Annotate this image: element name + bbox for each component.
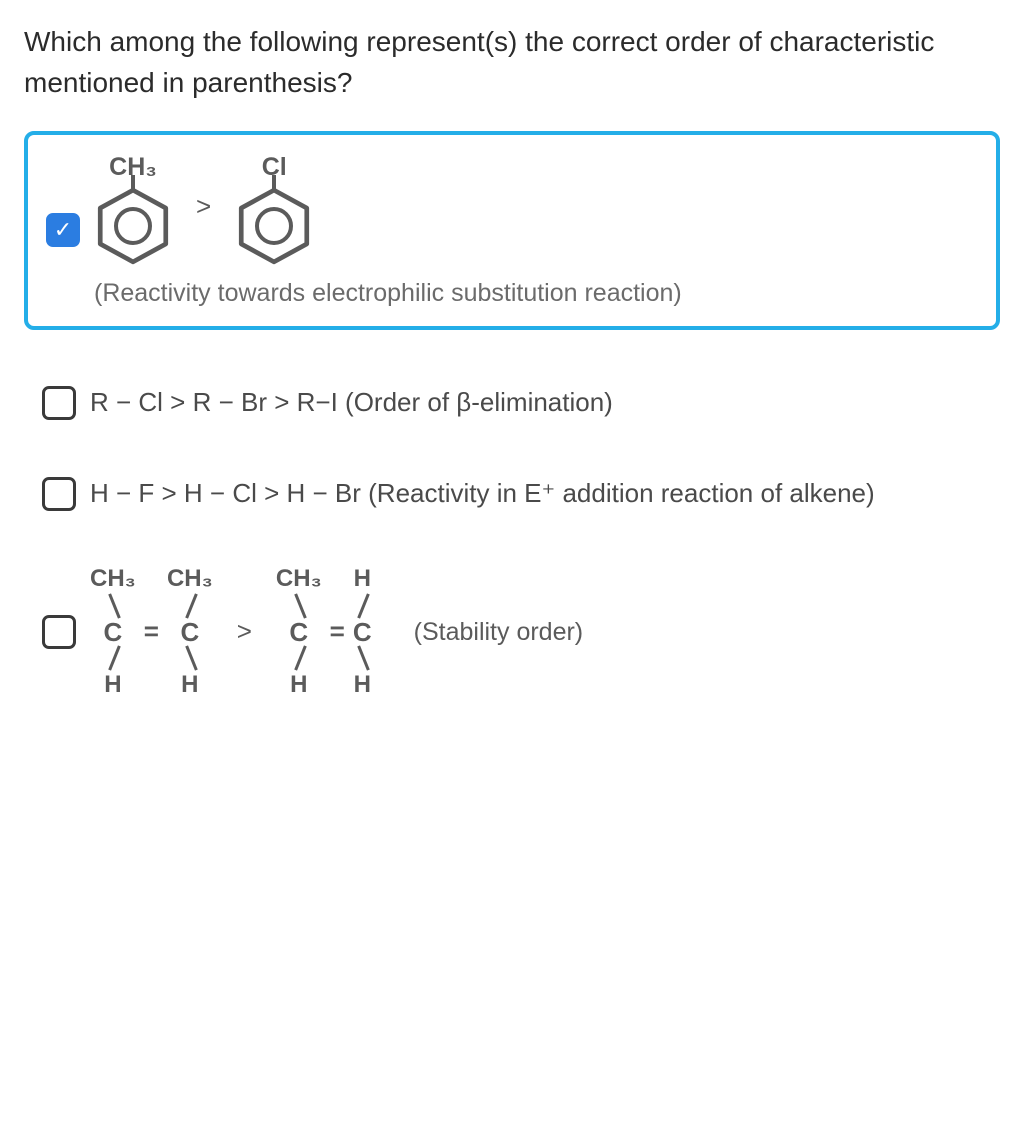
option-4-label: (Stability order) (414, 614, 584, 650)
b-tr: H (354, 567, 371, 591)
checkbox-2[interactable] (42, 386, 76, 420)
alkene-a: CH₃ C H = CH₃ C H (90, 567, 213, 697)
option-1[interactable]: ✓ CH₃ > Cl (24, 131, 1000, 330)
checkbox-4[interactable] (42, 615, 76, 649)
option-2-text: R − Cl > R − Br > R−I (Order of β-elimin… (90, 384, 982, 422)
option-1-caption: (Reactivity towards electrophilic substi… (94, 275, 978, 311)
option-4-diagram: CH₃ C H = CH₃ C H > CH₃ (90, 567, 982, 697)
toluene-molecule: CH₃ (94, 149, 172, 265)
a-bl: H (104, 673, 121, 697)
checkbox-1[interactable]: ✓ (46, 213, 80, 247)
b-bl: H (290, 673, 307, 697)
b-br: H (354, 673, 371, 697)
question-text: Which among the following represent(s) t… (24, 22, 1000, 103)
b-tl: CH₃ (276, 567, 322, 591)
option-3-text: H − F > H − Cl > H − Br (Reactivity in E… (90, 475, 982, 513)
alkene-b: CH₃ C H = H C H (276, 567, 372, 697)
chlorobenzene-molecule: Cl (235, 149, 313, 265)
a-tr: CH₃ (167, 567, 213, 591)
option-1-diagram: CH₃ > Cl (94, 149, 978, 265)
option-1-body: CH₃ > Cl (94, 149, 978, 312)
checkbox-3[interactable] (42, 477, 76, 511)
a-tl: CH₃ (90, 567, 136, 591)
option-4-body: CH₃ C H = CH₃ C H > CH₃ (90, 567, 982, 697)
a-br: H (181, 673, 198, 697)
benzene-ring-icon (235, 187, 313, 265)
option-4[interactable]: CH₃ C H = CH₃ C H > CH₃ (24, 553, 1000, 711)
benzene-ring-icon (94, 187, 172, 265)
greater-than-icon: > (190, 188, 217, 226)
double-bond-icon: = (140, 613, 163, 651)
greater-than-icon: > (231, 613, 258, 651)
double-bond-icon: = (326, 613, 349, 651)
option-2[interactable]: R − Cl > R − Br > R−I (Order of β-elimin… (24, 370, 1000, 436)
option-3[interactable]: H − F > H − Cl > H − Br (Reactivity in E… (24, 461, 1000, 527)
